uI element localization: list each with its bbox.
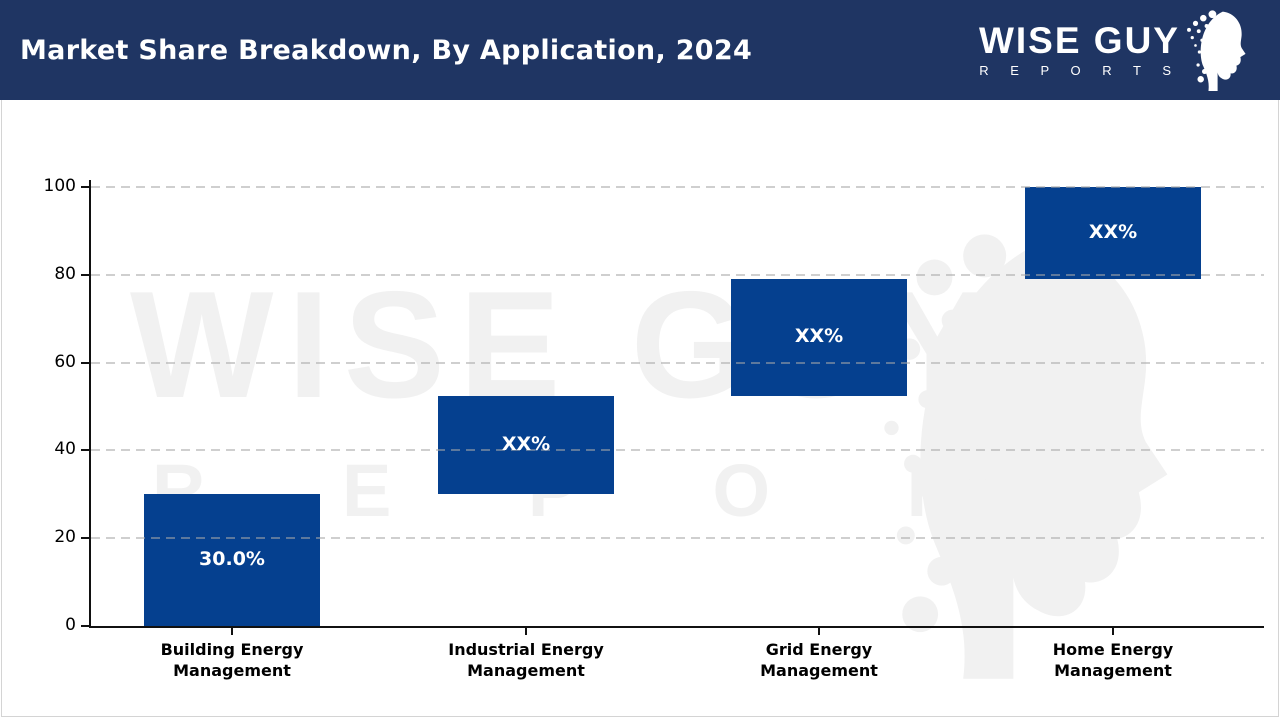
x-tick-mark [231,628,233,635]
y-tick-mark [81,273,90,276]
bar-value-label: XX% [794,325,844,348]
gridline [91,361,1264,364]
gridline [91,186,1264,188]
x-axis-category-label: Grid Energy Management [760,640,878,680]
y-tick-mark [81,361,90,364]
y-tick-mark [81,186,90,188]
logo-wordmark: WISE GUY [978,20,1180,61]
y-tick-mark [81,537,90,540]
x-axis-category-label: Industrial Energy Management [448,640,604,680]
x-axis-category-label: Building Energy Management [160,640,304,680]
gridline [91,537,1264,540]
bar-segment [1025,187,1201,280]
y-tick-mark [81,449,90,452]
gridline [91,273,1264,276]
y-tick-label: 100 [43,176,76,196]
bar-segment [144,494,320,626]
bar-value-label: XX% [501,432,551,455]
y-tick-label: 80 [54,263,76,284]
logo-subtext: R E P O R T S [979,63,1180,78]
y-tick-label: 0 [65,615,76,635]
wise-guy-logo: WISE GUY R E P O R T S [973,7,1254,93]
logo-text: WISE GUY R E P O R T S [973,22,1180,78]
bar-value-label: 30.0% [199,548,265,571]
plot-area: WISE GUY R E P O R T S 30.0% XX% XX% XX% 0 20… [1,100,1279,717]
gridline [91,449,1264,452]
logo-head-icon [1187,10,1246,91]
y-tick-label: 40 [54,439,76,460]
y-axis-line [89,180,91,628]
bar-segment [731,279,907,396]
chart-title: Market Share Breakdown, By Application, … [20,34,753,66]
x-tick-mark [818,628,820,635]
header: Market Share Breakdown, By Application, … [0,0,1280,100]
x-axis-line [89,626,1264,628]
x-tick-mark [1112,628,1114,635]
y-tick-mark [81,625,90,627]
y-tick-label: 20 [54,527,76,548]
bar-value-label: XX% [1088,221,1138,244]
bar-segment [438,395,614,495]
y-tick-label: 60 [54,351,76,372]
x-axis-category-label: Home Energy Management [1052,640,1174,680]
x-tick-mark [525,628,527,635]
